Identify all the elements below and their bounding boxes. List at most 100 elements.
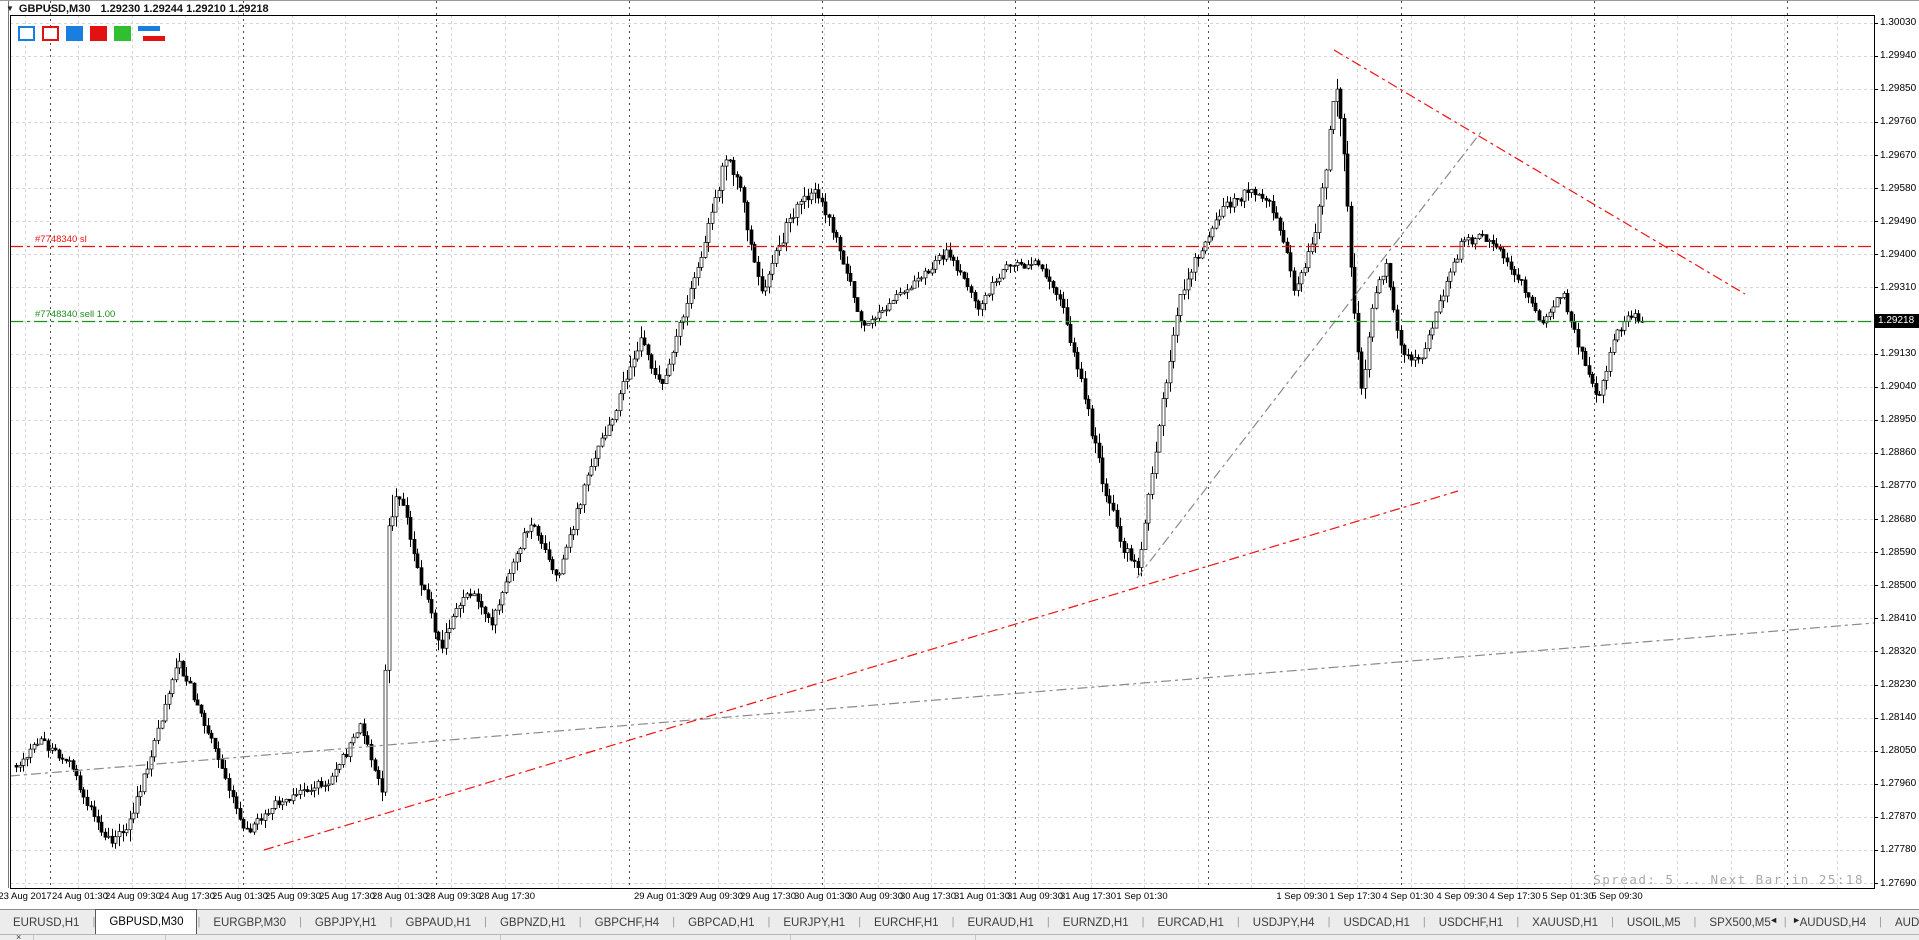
trendline-ascending-support-red[interactable] xyxy=(263,490,1459,851)
blue-square-icon[interactable] xyxy=(66,26,83,41)
tab-divider: | xyxy=(1611,916,1614,928)
tab-usoil-m5[interactable]: USOIL,M5 xyxy=(1626,917,1681,929)
candlestick-chart-canvas[interactable] xyxy=(0,1,1919,909)
bull-candle-body xyxy=(28,748,33,758)
bull-candle-body xyxy=(323,785,328,787)
bear-candle-body xyxy=(429,599,434,614)
tab-eurchf-h1[interactable]: EURCHF,H1 xyxy=(874,917,939,929)
bull-candle-body xyxy=(681,316,686,323)
tab-euraud-h1[interactable]: EURAUD,H1 xyxy=(967,917,1034,929)
bull-candle-body xyxy=(870,319,875,324)
bull-candle-body xyxy=(990,282,995,295)
tab-usdjpy-h4[interactable]: USDJPY,H4 xyxy=(1252,917,1315,929)
bull-candle-body xyxy=(866,323,871,326)
statusbar-close-icon[interactable]: × xyxy=(16,932,22,940)
bear-candle-body xyxy=(1519,279,1524,281)
tab-divider: | xyxy=(1422,916,1426,928)
bear-candle-body xyxy=(1349,205,1354,268)
time-axis-label: 24 Aug 17:30 xyxy=(159,891,215,902)
bull-candle-body xyxy=(916,277,921,282)
plot-border xyxy=(10,15,1875,889)
tab-gbpaud-h1[interactable]: GBPAUD,H1 xyxy=(405,917,472,929)
time-axis-label: 29 Aug 09:30 xyxy=(687,891,743,902)
bear-candle-body xyxy=(859,311,864,322)
tab-gbpnzd-h1[interactable]: GBPNZD,H1 xyxy=(499,917,566,929)
bear-candle-body xyxy=(42,738,47,742)
tab-audusd-h4[interactable]: AUDUSD,H4 xyxy=(1799,917,1867,929)
bear-candle-body xyxy=(188,680,193,684)
green-square-icon[interactable] xyxy=(114,26,131,41)
trendline-descending-resistance-red[interactable] xyxy=(1333,49,1746,295)
bull-candle-body xyxy=(1381,275,1386,281)
bull-candle-body xyxy=(930,268,935,274)
tab-eurnzd-h1[interactable]: EURNZD,H1 xyxy=(1062,917,1129,929)
tab-xauusd-h1[interactable]: XAUUSD,H1 xyxy=(1532,917,1598,929)
bear-candle-body xyxy=(209,732,214,739)
bear-candle-body xyxy=(422,584,427,591)
bear-candle-body xyxy=(1395,309,1400,331)
bear-candle-body xyxy=(1587,365,1592,375)
bull-candle-body xyxy=(1257,193,1262,196)
time-axis-label: 5 Sep 01:30 xyxy=(1542,891,1594,902)
bull-candle-body xyxy=(294,793,299,796)
bull-candle-body xyxy=(600,437,605,447)
bull-candle-body xyxy=(997,277,1002,283)
tab-divider: | xyxy=(578,916,582,928)
bear-candle-body xyxy=(657,374,662,380)
tab-eurcad-h1[interactable]: EURCAD,H1 xyxy=(1157,917,1224,929)
bear-candle-body xyxy=(1391,286,1396,311)
tab-spx500-m5[interactable]: SPX500,M5 xyxy=(1709,917,1771,929)
bull-candle-body xyxy=(1210,227,1215,238)
tab-gbpjpy-h1[interactable]: GBPJPY,H1 xyxy=(314,917,377,929)
price-axis-label: 1.29400 xyxy=(1880,248,1917,260)
bull-candle-body xyxy=(983,295,988,305)
trendline-long-support-gray[interactable] xyxy=(9,622,1875,777)
bear-candle-body xyxy=(1505,257,1510,263)
time-axis-label: 30 Aug 17:30 xyxy=(900,891,956,902)
tab-scroll-left-icon[interactable]: ◄ xyxy=(1769,915,1779,925)
time-axis-label: 30 Aug 01:30 xyxy=(794,891,850,902)
order-label--7748340-sell-1-00[interactable]: #7748340 sell 1.00 xyxy=(35,309,116,320)
bear-candle-body xyxy=(1107,495,1112,504)
bull-candle-body xyxy=(1299,272,1304,285)
tab-eurgbp-m30[interactable]: EURGBP,M30 xyxy=(213,917,286,929)
bull-candle-body xyxy=(35,743,40,746)
bull-candle-body xyxy=(1455,258,1460,263)
bull-candle-body xyxy=(21,758,26,766)
tab-eurjpy-h1[interactable]: EURJPY,H1 xyxy=(783,917,846,929)
time-axis-label: 25 Aug 17:30 xyxy=(319,891,375,902)
bull-candle-body xyxy=(944,249,949,260)
tab-usdcad-h1[interactable]: USDCAD,H1 xyxy=(1343,917,1410,929)
bull-candle-body xyxy=(163,703,168,722)
bear-candle-body xyxy=(1345,153,1350,207)
order-label--7748340-sl[interactable]: #7748340 sl xyxy=(35,234,87,245)
hollow-blue-square-icon[interactable] xyxy=(18,26,35,41)
bid-ask-bars-icon[interactable] xyxy=(138,26,165,41)
bear-candle-body xyxy=(838,236,843,252)
bull-candle-body xyxy=(1448,271,1453,282)
hollow-red-square-icon[interactable] xyxy=(42,26,59,41)
red-square-icon[interactable] xyxy=(90,26,107,41)
trendline-steep-channel-gray[interactable] xyxy=(1136,131,1482,579)
bear-candle-body xyxy=(760,276,765,292)
tab-eurusd-h1[interactable]: EURUSD,H1 xyxy=(13,917,80,929)
tab-usdchf-h1[interactable]: USDCHF,H1 xyxy=(1438,917,1504,929)
bear-candle-body xyxy=(1583,350,1588,366)
bull-candle-body xyxy=(763,286,768,292)
bear-candle-body xyxy=(1388,263,1393,288)
tab-gbpcad-h1[interactable]: GBPCAD,H1 xyxy=(688,917,755,929)
bull-candle-body xyxy=(1328,129,1333,171)
tab-gbpchf-h4[interactable]: GBPCHF,H4 xyxy=(594,917,660,929)
tab-gbpusd-m30[interactable]: GBPUSD,M30 xyxy=(95,909,198,935)
bull-candle-body xyxy=(1182,289,1187,295)
bear-candle-body xyxy=(1132,559,1137,562)
time-axis[interactable]: 23 Aug 2017 24 Aug 01:30 24 Aug 09:30 24 Au… xyxy=(0,889,1919,909)
tab-audnzd-h1[interactable]: AUDNZD,H1 xyxy=(1894,917,1919,929)
bull-candle-body xyxy=(1473,238,1478,245)
price-axis-label: 1.29490 xyxy=(1880,215,1917,227)
chart-dropdown-icon[interactable]: ▼ xyxy=(6,4,14,13)
tab-scroll-right-icon[interactable]: ► xyxy=(1792,915,1801,925)
bull-candle-body xyxy=(507,573,512,583)
bull-candle-body xyxy=(1306,251,1311,269)
bull-candle-body xyxy=(937,255,942,261)
